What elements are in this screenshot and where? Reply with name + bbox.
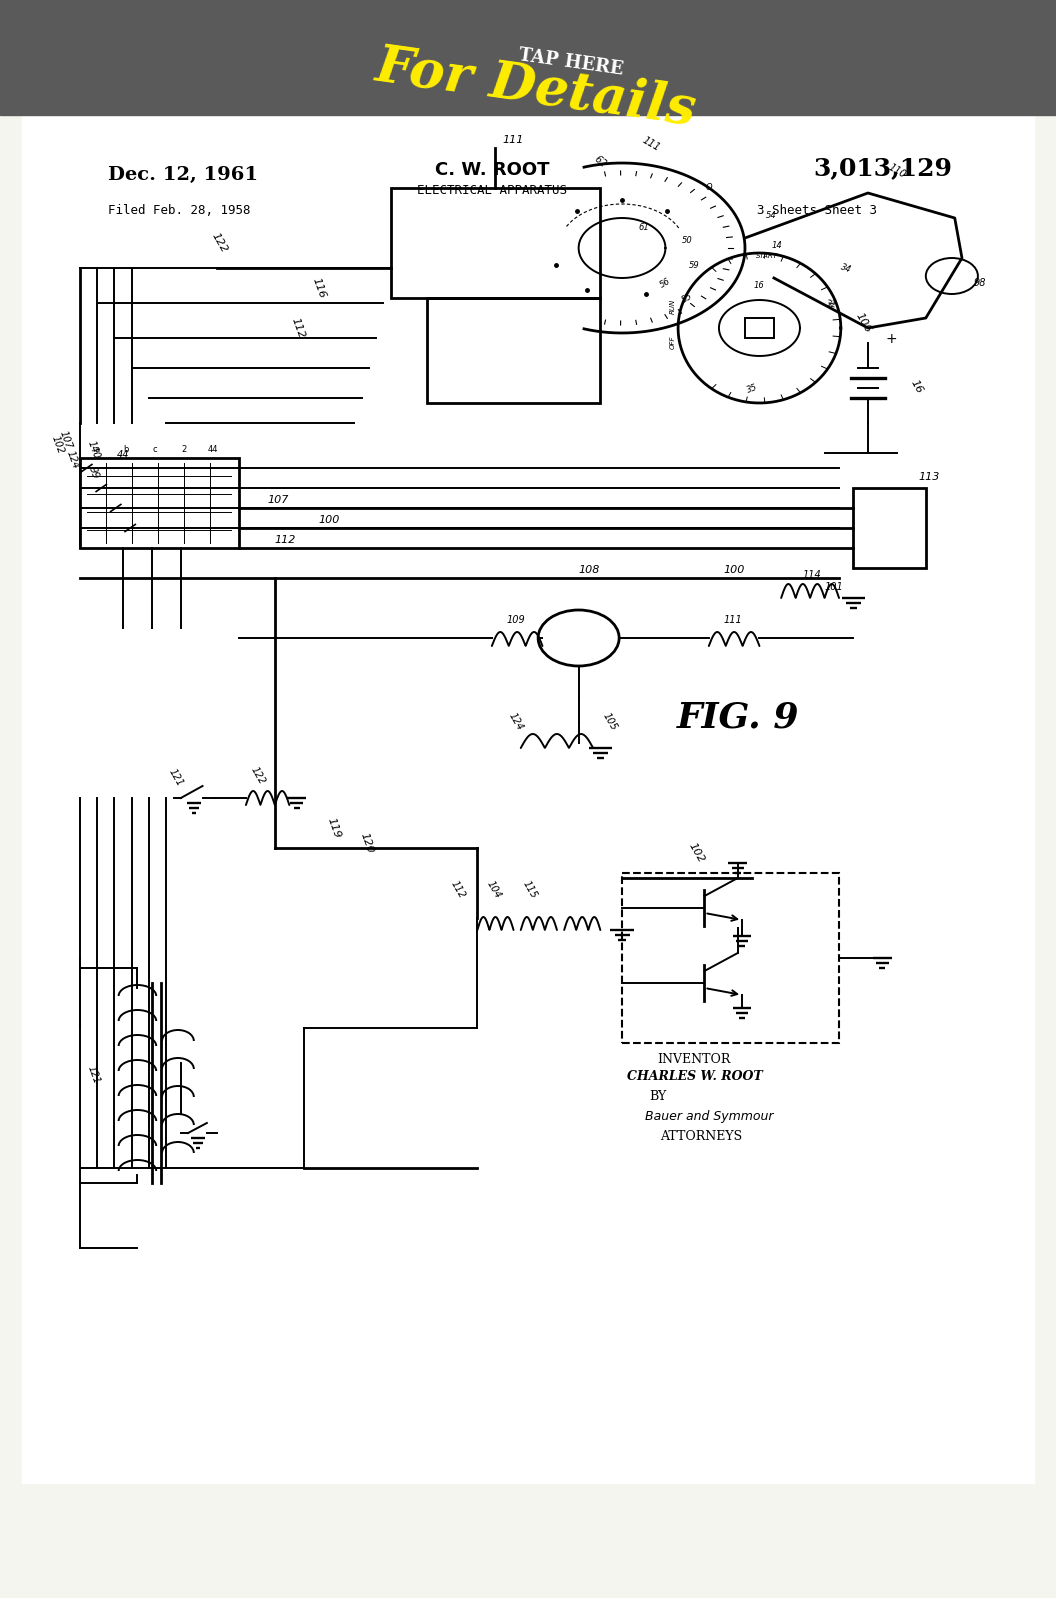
Text: 124: 124 bbox=[506, 711, 525, 732]
Text: 54: 54 bbox=[766, 211, 776, 221]
Text: +: + bbox=[885, 332, 897, 347]
Bar bbox=[79, 459, 239, 548]
Text: 2: 2 bbox=[181, 444, 186, 454]
Bar bbox=[622, 873, 840, 1043]
Text: 109: 109 bbox=[506, 615, 525, 625]
Text: 112: 112 bbox=[275, 535, 297, 545]
Text: 110: 110 bbox=[886, 161, 907, 181]
Text: ELECTRICAL APPARATUS: ELECTRICAL APPARATUS bbox=[417, 184, 567, 197]
Text: 34: 34 bbox=[840, 262, 853, 275]
Text: 111: 111 bbox=[503, 134, 524, 145]
Text: 98: 98 bbox=[974, 278, 986, 288]
Text: 56: 56 bbox=[659, 276, 673, 289]
Text: 50: 50 bbox=[682, 237, 693, 244]
Bar bbox=[744, 318, 774, 339]
Text: 122: 122 bbox=[249, 765, 267, 786]
Text: 140: 140 bbox=[87, 439, 102, 460]
Text: CHARLES W. ROOT: CHARLES W. ROOT bbox=[626, 1071, 762, 1083]
Text: Dec. 12, 1961: Dec. 12, 1961 bbox=[109, 166, 259, 184]
Text: c: c bbox=[152, 444, 157, 454]
Text: TAP HERE: TAP HERE bbox=[517, 46, 625, 78]
Text: 124: 124 bbox=[64, 449, 80, 470]
Text: 16: 16 bbox=[908, 377, 924, 395]
Text: 62: 62 bbox=[592, 155, 608, 169]
Text: START: START bbox=[756, 252, 777, 259]
Text: 16: 16 bbox=[754, 281, 765, 289]
Text: 100: 100 bbox=[318, 515, 340, 526]
Text: 121: 121 bbox=[167, 767, 185, 788]
Text: 107: 107 bbox=[267, 495, 289, 505]
Text: 102: 102 bbox=[687, 842, 706, 865]
Text: Filed Feb. 28, 1958: Filed Feb. 28, 1958 bbox=[109, 203, 251, 216]
Text: 116: 116 bbox=[312, 276, 327, 300]
Text: 44: 44 bbox=[207, 444, 218, 454]
Text: 111: 111 bbox=[723, 615, 742, 625]
Text: BY: BY bbox=[649, 1090, 666, 1103]
Text: RUN: RUN bbox=[670, 299, 676, 313]
Text: 105: 105 bbox=[600, 711, 619, 732]
Text: 32: 32 bbox=[826, 299, 837, 310]
Text: 104: 104 bbox=[485, 879, 503, 900]
Text: FIG. 9: FIG. 9 bbox=[677, 702, 799, 735]
Text: 107: 107 bbox=[58, 428, 74, 451]
Text: Bauer and Symmour: Bauer and Symmour bbox=[644, 1111, 773, 1123]
Bar bbox=[427, 297, 600, 403]
Text: 112: 112 bbox=[449, 879, 467, 900]
Text: 61: 61 bbox=[638, 224, 649, 232]
Text: INVENTOR: INVENTOR bbox=[658, 1053, 731, 1066]
Text: 114: 114 bbox=[803, 570, 822, 580]
Text: 102: 102 bbox=[50, 435, 65, 455]
Text: 100: 100 bbox=[723, 566, 744, 575]
Text: 99: 99 bbox=[87, 465, 100, 479]
Text: 35: 35 bbox=[746, 384, 759, 395]
Text: 115: 115 bbox=[521, 879, 539, 900]
Text: 14: 14 bbox=[772, 241, 782, 249]
Text: 101: 101 bbox=[825, 582, 844, 591]
Bar bbox=[391, 189, 600, 297]
Text: a: a bbox=[94, 444, 99, 454]
Text: 112: 112 bbox=[289, 316, 306, 340]
Text: b: b bbox=[124, 444, 129, 454]
Bar bbox=[853, 487, 926, 567]
Text: 120: 120 bbox=[359, 831, 376, 855]
Text: For Details: For Details bbox=[372, 40, 699, 136]
Text: 108: 108 bbox=[579, 566, 600, 575]
Text: ATTORNEYS: ATTORNEYS bbox=[660, 1130, 742, 1143]
Text: 55: 55 bbox=[680, 292, 694, 305]
Text: O: O bbox=[705, 184, 712, 192]
Text: 119: 119 bbox=[325, 817, 342, 841]
Text: 111: 111 bbox=[640, 134, 661, 153]
Text: 44: 44 bbox=[117, 451, 129, 460]
Text: 122: 122 bbox=[210, 232, 229, 256]
Text: 3,013,129: 3,013,129 bbox=[813, 157, 951, 181]
Text: C. W. ROOT: C. W. ROOT bbox=[435, 161, 549, 179]
Text: 106: 106 bbox=[853, 312, 873, 336]
Text: 121: 121 bbox=[86, 1064, 101, 1085]
Text: 3 Sheets-Sheet 3: 3 Sheets-Sheet 3 bbox=[757, 203, 878, 216]
Text: 113: 113 bbox=[919, 471, 940, 483]
Text: OFF: OFF bbox=[670, 336, 676, 348]
Bar bbox=[22, 115, 1034, 1483]
Text: 59: 59 bbox=[689, 260, 700, 270]
Bar bbox=[0, 0, 1056, 115]
